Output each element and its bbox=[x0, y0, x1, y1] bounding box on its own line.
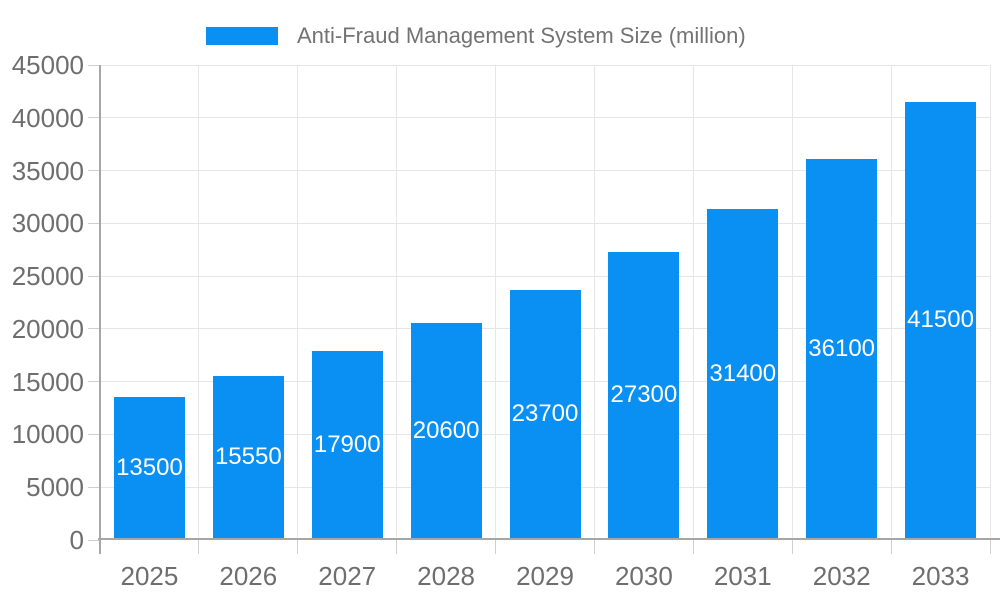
y-axis-tick-label: 20000 bbox=[11, 313, 84, 344]
x-axis-tick-label: 2029 bbox=[516, 561, 574, 591]
x-axis-tick bbox=[692, 540, 694, 554]
x-axis-tick bbox=[495, 540, 497, 554]
x-axis-tick-label: 2027 bbox=[318, 561, 377, 591]
y-axis-line bbox=[99, 65, 101, 554]
y-axis-tick-label: 10000 bbox=[11, 419, 84, 450]
bar-value-label: 36100 bbox=[808, 334, 876, 362]
gridline-vertical bbox=[198, 65, 200, 540]
bar-value-label: 17900 bbox=[313, 430, 381, 458]
x-axis-tick bbox=[396, 540, 398, 554]
bar: 23700 bbox=[509, 290, 581, 538]
bar-value-label: 20600 bbox=[412, 416, 480, 444]
bar-value-label: 31400 bbox=[709, 359, 777, 387]
gridline-vertical bbox=[890, 65, 892, 540]
bar: 15550 bbox=[212, 376, 284, 538]
bar: 13500 bbox=[113, 397, 185, 538]
bar: 27300 bbox=[608, 252, 680, 538]
x-axis-tick bbox=[890, 540, 892, 554]
y-axis-tick bbox=[88, 117, 100, 119]
x-axis-tick-label: 2031 bbox=[713, 561, 772, 591]
y-axis-tick bbox=[88, 64, 100, 66]
gridline-vertical bbox=[396, 65, 398, 540]
x-axis-tick-label: 2025 bbox=[120, 561, 179, 591]
y-axis-tick bbox=[88, 222, 100, 224]
x-axis-tick-label: 2026 bbox=[219, 561, 278, 591]
bar: 41500 bbox=[905, 102, 977, 538]
x-axis-line bbox=[98, 538, 1000, 540]
gridline-vertical bbox=[297, 65, 299, 540]
gridline-horizontal bbox=[100, 170, 990, 172]
chart-legend: Anti-Fraud Management System Size (milli… bbox=[206, 23, 746, 49]
y-axis-tick-label: 25000 bbox=[11, 261, 84, 292]
y-axis-tick bbox=[88, 381, 100, 383]
y-axis-tick-label: 15000 bbox=[11, 366, 84, 397]
y-axis-tick bbox=[88, 328, 100, 330]
y-axis-tick-label: 30000 bbox=[11, 208, 84, 239]
y-axis-tick-label: 35000 bbox=[11, 155, 84, 186]
legend-item[interactable]: Anti-Fraud Management System Size (milli… bbox=[206, 23, 746, 49]
bar: 17900 bbox=[311, 351, 383, 538]
bar-value-label: 13500 bbox=[116, 453, 183, 481]
x-axis-tick-label: 2032 bbox=[812, 561, 871, 591]
x-axis-tick-label: 2030 bbox=[614, 561, 673, 591]
x-axis-tick bbox=[593, 540, 595, 554]
y-axis-tick bbox=[88, 275, 100, 277]
gridline-horizontal bbox=[100, 117, 990, 119]
bar: 31400 bbox=[707, 209, 779, 538]
x-axis-tick bbox=[989, 540, 991, 554]
x-axis-tick-label: 2028 bbox=[417, 561, 476, 591]
legend-label: Anti-Fraud Management System Size (milli… bbox=[297, 23, 746, 48]
gridline-vertical bbox=[791, 65, 793, 540]
gridline-horizontal bbox=[100, 64, 990, 66]
gridline-vertical bbox=[989, 65, 991, 540]
y-axis-tick-label: 5000 bbox=[26, 472, 84, 503]
plot-area: 0 5000 10000 15000 20000 25000 30000 35000 40000… bbox=[12, 50, 1000, 591]
x-axis-tick bbox=[791, 540, 793, 554]
bar-value-label: 27300 bbox=[610, 381, 678, 408]
gridline-vertical bbox=[495, 65, 497, 540]
x-axis-tick bbox=[198, 540, 200, 554]
y-axis-tick bbox=[88, 486, 100, 488]
legend-swatch-icon bbox=[206, 27, 278, 45]
y-axis-tick bbox=[88, 170, 100, 172]
y-axis-tick-label: 45000 bbox=[11, 50, 84, 80]
bar-value-label: 41500 bbox=[907, 306, 974, 333]
gridline-horizontal bbox=[100, 222, 990, 224]
gridline-vertical bbox=[692, 65, 694, 540]
y-axis-tick bbox=[88, 433, 100, 435]
x-axis-tick bbox=[297, 540, 299, 554]
y-axis-tick bbox=[88, 539, 100, 541]
gridline-horizontal bbox=[100, 275, 990, 277]
bar: 36100 bbox=[806, 159, 878, 538]
bar-value-label: 15550 bbox=[214, 443, 282, 470]
y-axis-tick-label: 40000 bbox=[11, 102, 84, 133]
bar-value-label: 23700 bbox=[511, 400, 579, 427]
bar: 20600 bbox=[410, 323, 482, 538]
x-axis-tick-label: 2033 bbox=[911, 561, 970, 591]
gridline-vertical bbox=[593, 65, 595, 540]
y-axis-tick-label: 0 bbox=[69, 525, 84, 555]
